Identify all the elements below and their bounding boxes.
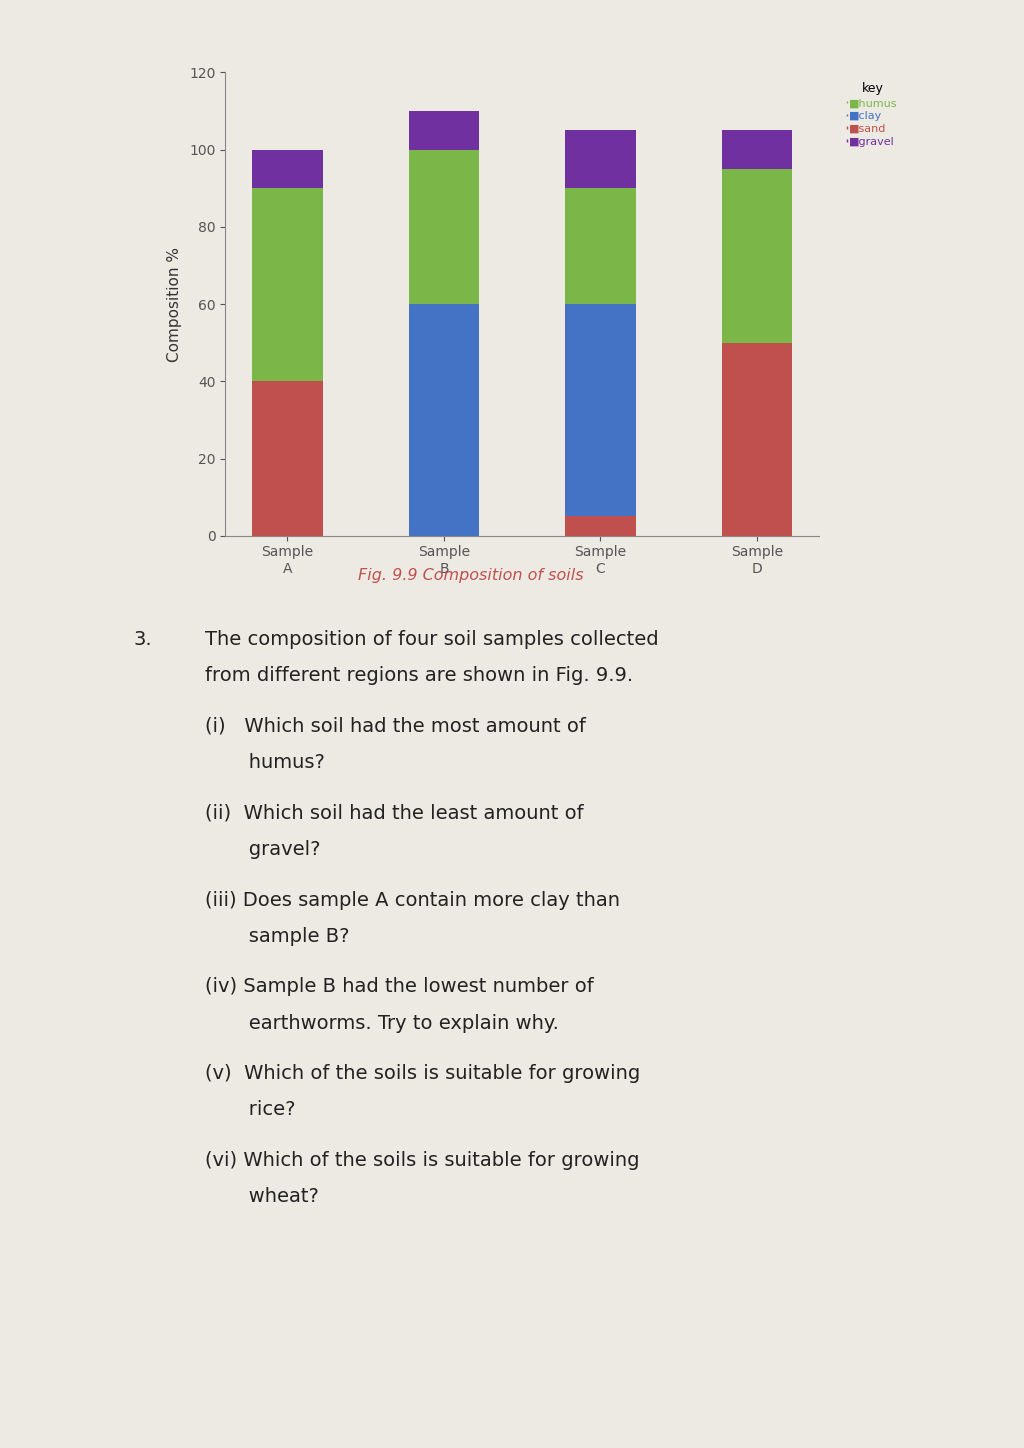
- Bar: [409, 149, 479, 304]
- Bar: [252, 188, 323, 381]
- Bar: [722, 169, 793, 343]
- Text: sample B?: sample B?: [205, 927, 349, 946]
- Text: from different regions are shown in Fig. 9.9.: from different regions are shown in Fig.…: [205, 666, 633, 685]
- Y-axis label: Composition %: Composition %: [167, 246, 182, 362]
- Bar: [722, 343, 793, 536]
- Text: 3.: 3.: [133, 630, 152, 649]
- Bar: [565, 517, 636, 536]
- Bar: [252, 149, 323, 188]
- Text: (i)   Which soil had the most amount of: (i) Which soil had the most amount of: [205, 717, 586, 736]
- Bar: [565, 188, 636, 304]
- Text: rice?: rice?: [205, 1100, 295, 1119]
- Text: (ii)  Which soil had the least amount of: (ii) Which soil had the least amount of: [205, 804, 584, 822]
- Text: humus?: humus?: [205, 753, 325, 772]
- Legend: ■humus, ■clay, ■sand, ■gravel: ■humus, ■clay, ■sand, ■gravel: [843, 78, 902, 151]
- Bar: [409, 111, 479, 149]
- Text: (v)  Which of the soils is suitable for growing: (v) Which of the soils is suitable for g…: [205, 1064, 640, 1083]
- Text: (vi) Which of the soils is suitable for growing: (vi) Which of the soils is suitable for …: [205, 1151, 639, 1170]
- Text: Fig. 9.9 Composition of soils: Fig. 9.9 Composition of soils: [358, 568, 584, 582]
- Text: (iv) Sample B had the lowest number of: (iv) Sample B had the lowest number of: [205, 977, 594, 996]
- Bar: [565, 130, 636, 188]
- Text: gravel?: gravel?: [205, 840, 321, 859]
- Text: (iii) Does sample A contain more clay than: (iii) Does sample A contain more clay th…: [205, 891, 620, 909]
- Bar: [409, 304, 479, 536]
- Bar: [565, 304, 636, 517]
- Bar: [722, 130, 793, 169]
- Text: wheat?: wheat?: [205, 1187, 318, 1206]
- Text: The composition of four soil samples collected: The composition of four soil samples col…: [205, 630, 658, 649]
- Text: earthworms. Try to explain why.: earthworms. Try to explain why.: [205, 1014, 559, 1032]
- Bar: [252, 381, 323, 536]
